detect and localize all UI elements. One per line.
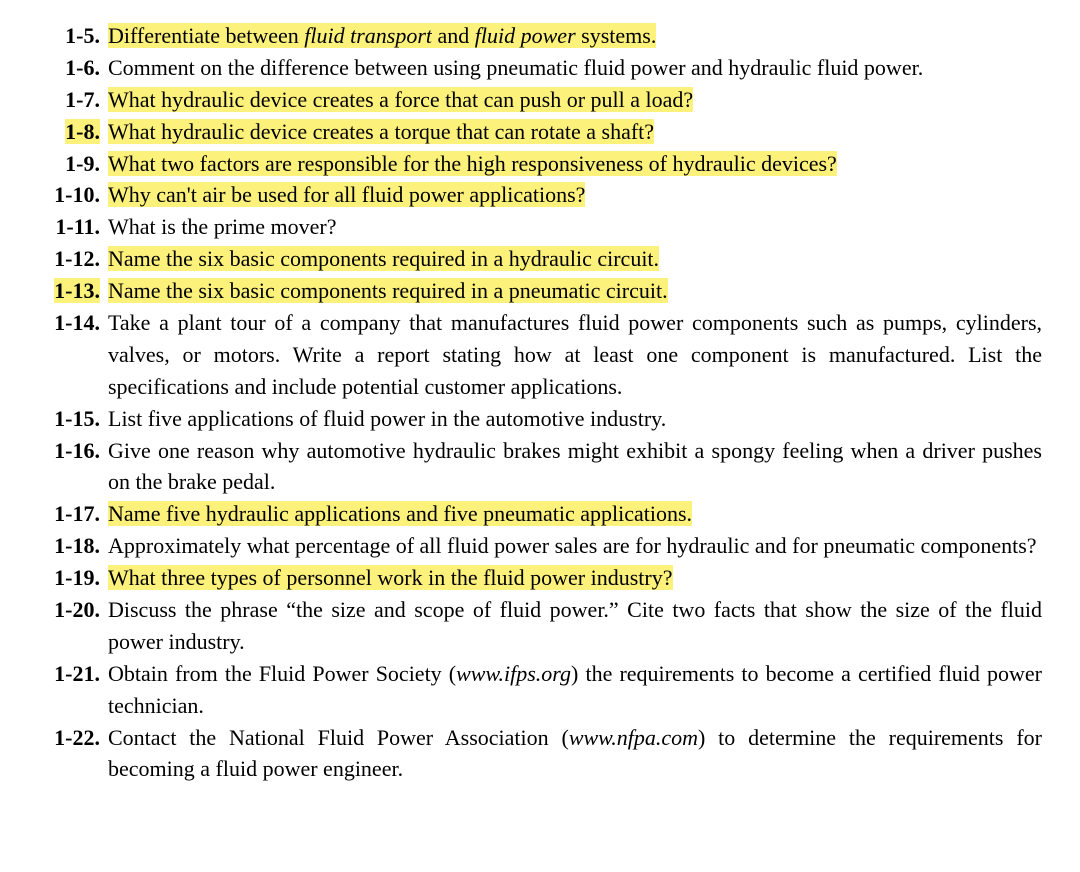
question-number: 1-19. xyxy=(38,562,108,594)
question-text-segment: What two factors are responsible for the… xyxy=(108,151,837,176)
question-text-segment: Obtain from the Fluid Power Society ( xyxy=(108,661,456,686)
question-number-text: 1-8. xyxy=(65,119,100,144)
question-row: 1-21. Obtain from the Fluid Power Society… xyxy=(38,658,1042,722)
question-body: Obtain from the Fluid Power Society (www… xyxy=(108,658,1042,722)
question-text-segment: and xyxy=(432,23,475,48)
question-row: 1-6. Comment on the difference between us… xyxy=(38,52,1042,84)
question-number: 1-8. xyxy=(38,116,108,148)
question-row: 1-16. Give one reason why automotive hydr… xyxy=(38,435,1042,499)
question-number-text: 1-20. xyxy=(54,597,100,622)
question-number: 1-20. xyxy=(38,594,108,626)
question-number-text: 1-5. xyxy=(65,23,100,48)
question-text-segment: List five applications of fluid power in… xyxy=(108,406,666,431)
question-body: List five applications of fluid power in… xyxy=(108,403,1042,435)
question-body: What hydraulic device creates a torque t… xyxy=(108,116,1042,148)
question-number-text: 1-17. xyxy=(54,501,100,526)
question-text-segment: Why can't air be used for all fluid powe… xyxy=(108,182,585,207)
question-body: Approximately what percentage of all flu… xyxy=(108,530,1042,562)
question-number: 1-21. xyxy=(38,658,108,690)
question-row: 1-8. What hydraulic device creates a torq… xyxy=(38,116,1042,148)
question-text-segment: Name the six basic components required i… xyxy=(108,246,659,271)
question-number: 1-6. xyxy=(38,52,108,84)
question-text-segment: What is the prime mover? xyxy=(108,214,336,239)
question-body: Name five hydraulic applications and fiv… xyxy=(108,498,1042,530)
question-text-segment: Give one reason why automotive hydraulic… xyxy=(108,438,1042,495)
question-number: 1-12. xyxy=(38,243,108,275)
question-text-segment: fluid power xyxy=(475,23,576,48)
question-text-segment: Discuss the phrase “the size and scope o… xyxy=(108,597,1042,654)
question-number: 1-22. xyxy=(38,722,108,754)
question-row: 1-17. Name five hydraulic applications an… xyxy=(38,498,1042,530)
question-number: 1-10. xyxy=(38,179,108,211)
question-text-segment: systems. xyxy=(576,23,657,48)
question-row: 1-18. Approximately what percentage of al… xyxy=(38,530,1042,562)
question-number-text: 1-22. xyxy=(54,725,100,750)
question-row: 1-20. Discuss the phrase “the size and sc… xyxy=(38,594,1042,658)
question-row: 1-11. What is the prime mover? xyxy=(38,211,1042,243)
question-text-segment: Approximately what percentage of all flu… xyxy=(108,533,1037,558)
question-text-segment: Take a plant tour of a company that manu… xyxy=(108,310,1042,399)
question-number: 1-15. xyxy=(38,403,108,435)
question-number-text: 1-16. xyxy=(54,438,100,463)
question-body: What two factors are responsible for the… xyxy=(108,148,1042,180)
question-number-text: 1-10. xyxy=(54,182,100,207)
question-number-text: 1-21. xyxy=(54,661,100,686)
question-text-segment: fluid transport xyxy=(304,23,432,48)
question-row: 1-14. Take a plant tour of a company that… xyxy=(38,307,1042,403)
question-text-segment: Contact the National Fluid Power Associa… xyxy=(108,725,569,750)
question-number-text: 1-9. xyxy=(65,151,100,176)
question-body: Give one reason why automotive hydraulic… xyxy=(108,435,1042,499)
question-row: 1-10. Why can't air be used for all fluid… xyxy=(38,179,1042,211)
question-text-segment: www.nfpa.com xyxy=(569,725,698,750)
question-text-segment: What three types of personnel work in th… xyxy=(108,565,673,590)
question-body: What is the prime mover? xyxy=(108,211,1042,243)
question-row: 1-12. Name the six basic components requi… xyxy=(38,243,1042,275)
question-number: 1-7. xyxy=(38,84,108,116)
question-text-segment: Name the six basic components required i… xyxy=(108,278,668,303)
question-body: What hydraulic device creates a force th… xyxy=(108,84,1042,116)
question-row: 1-9. What two factors are responsible for… xyxy=(38,148,1042,180)
question-text-segment: Differentiate between xyxy=(108,23,304,48)
question-text-segment: What hydraulic device creates a force th… xyxy=(108,87,693,112)
question-row: 1-15. List five applications of fluid pow… xyxy=(38,403,1042,435)
question-number: 1-17. xyxy=(38,498,108,530)
question-text-segment: Name five hydraulic applications and fiv… xyxy=(108,501,692,526)
question-body: Why can't air be used for all fluid powe… xyxy=(108,179,1042,211)
question-body: Comment on the difference between using … xyxy=(108,52,1042,84)
question-row: 1-19. What three types of personnel work … xyxy=(38,562,1042,594)
question-number: 1-9. xyxy=(38,148,108,180)
question-number-text: 1-19. xyxy=(54,565,100,590)
question-number-text: 1-14. xyxy=(54,310,100,335)
question-body: Take a plant tour of a company that manu… xyxy=(108,307,1042,403)
question-number-text: 1-7. xyxy=(65,87,100,112)
question-row: 1-7. What hydraulic device creates a forc… xyxy=(38,84,1042,116)
question-number-text: 1-12. xyxy=(54,246,100,271)
question-row: 1-22. Contact the National Fluid Power As… xyxy=(38,722,1042,786)
question-text-segment: www.ifps.org xyxy=(456,661,571,686)
question-number-text: 1-15. xyxy=(54,406,100,431)
question-row: 1-13. Name the six basic components requi… xyxy=(38,275,1042,307)
question-text-segment: What hydraulic device creates a torque t… xyxy=(108,119,654,144)
question-body: Discuss the phrase “the size and scope o… xyxy=(108,594,1042,658)
question-number: 1-18. xyxy=(38,530,108,562)
question-body: Contact the National Fluid Power Associa… xyxy=(108,722,1042,786)
question-list: 1-5. Differentiate between fluid transpor… xyxy=(38,20,1042,785)
question-row: 1-5. Differentiate between fluid transpor… xyxy=(38,20,1042,52)
question-number-text: 1-6. xyxy=(65,55,100,80)
question-number: 1-13. xyxy=(38,275,108,307)
question-number: 1-5. xyxy=(38,20,108,52)
question-text-segment: Comment on the difference between using … xyxy=(108,55,923,80)
question-number-text: 1-18. xyxy=(54,533,100,558)
question-number: 1-14. xyxy=(38,307,108,339)
question-body: Differentiate between fluid transport an… xyxy=(108,20,1042,52)
question-body: Name the six basic components required i… xyxy=(108,243,1042,275)
question-body: Name the six basic components required i… xyxy=(108,275,1042,307)
question-body: What three types of personnel work in th… xyxy=(108,562,1042,594)
question-number-text: 1-13. xyxy=(54,278,100,303)
question-number: 1-16. xyxy=(38,435,108,467)
question-number: 1-11. xyxy=(38,211,108,243)
question-number-text: 1-11. xyxy=(55,214,100,239)
